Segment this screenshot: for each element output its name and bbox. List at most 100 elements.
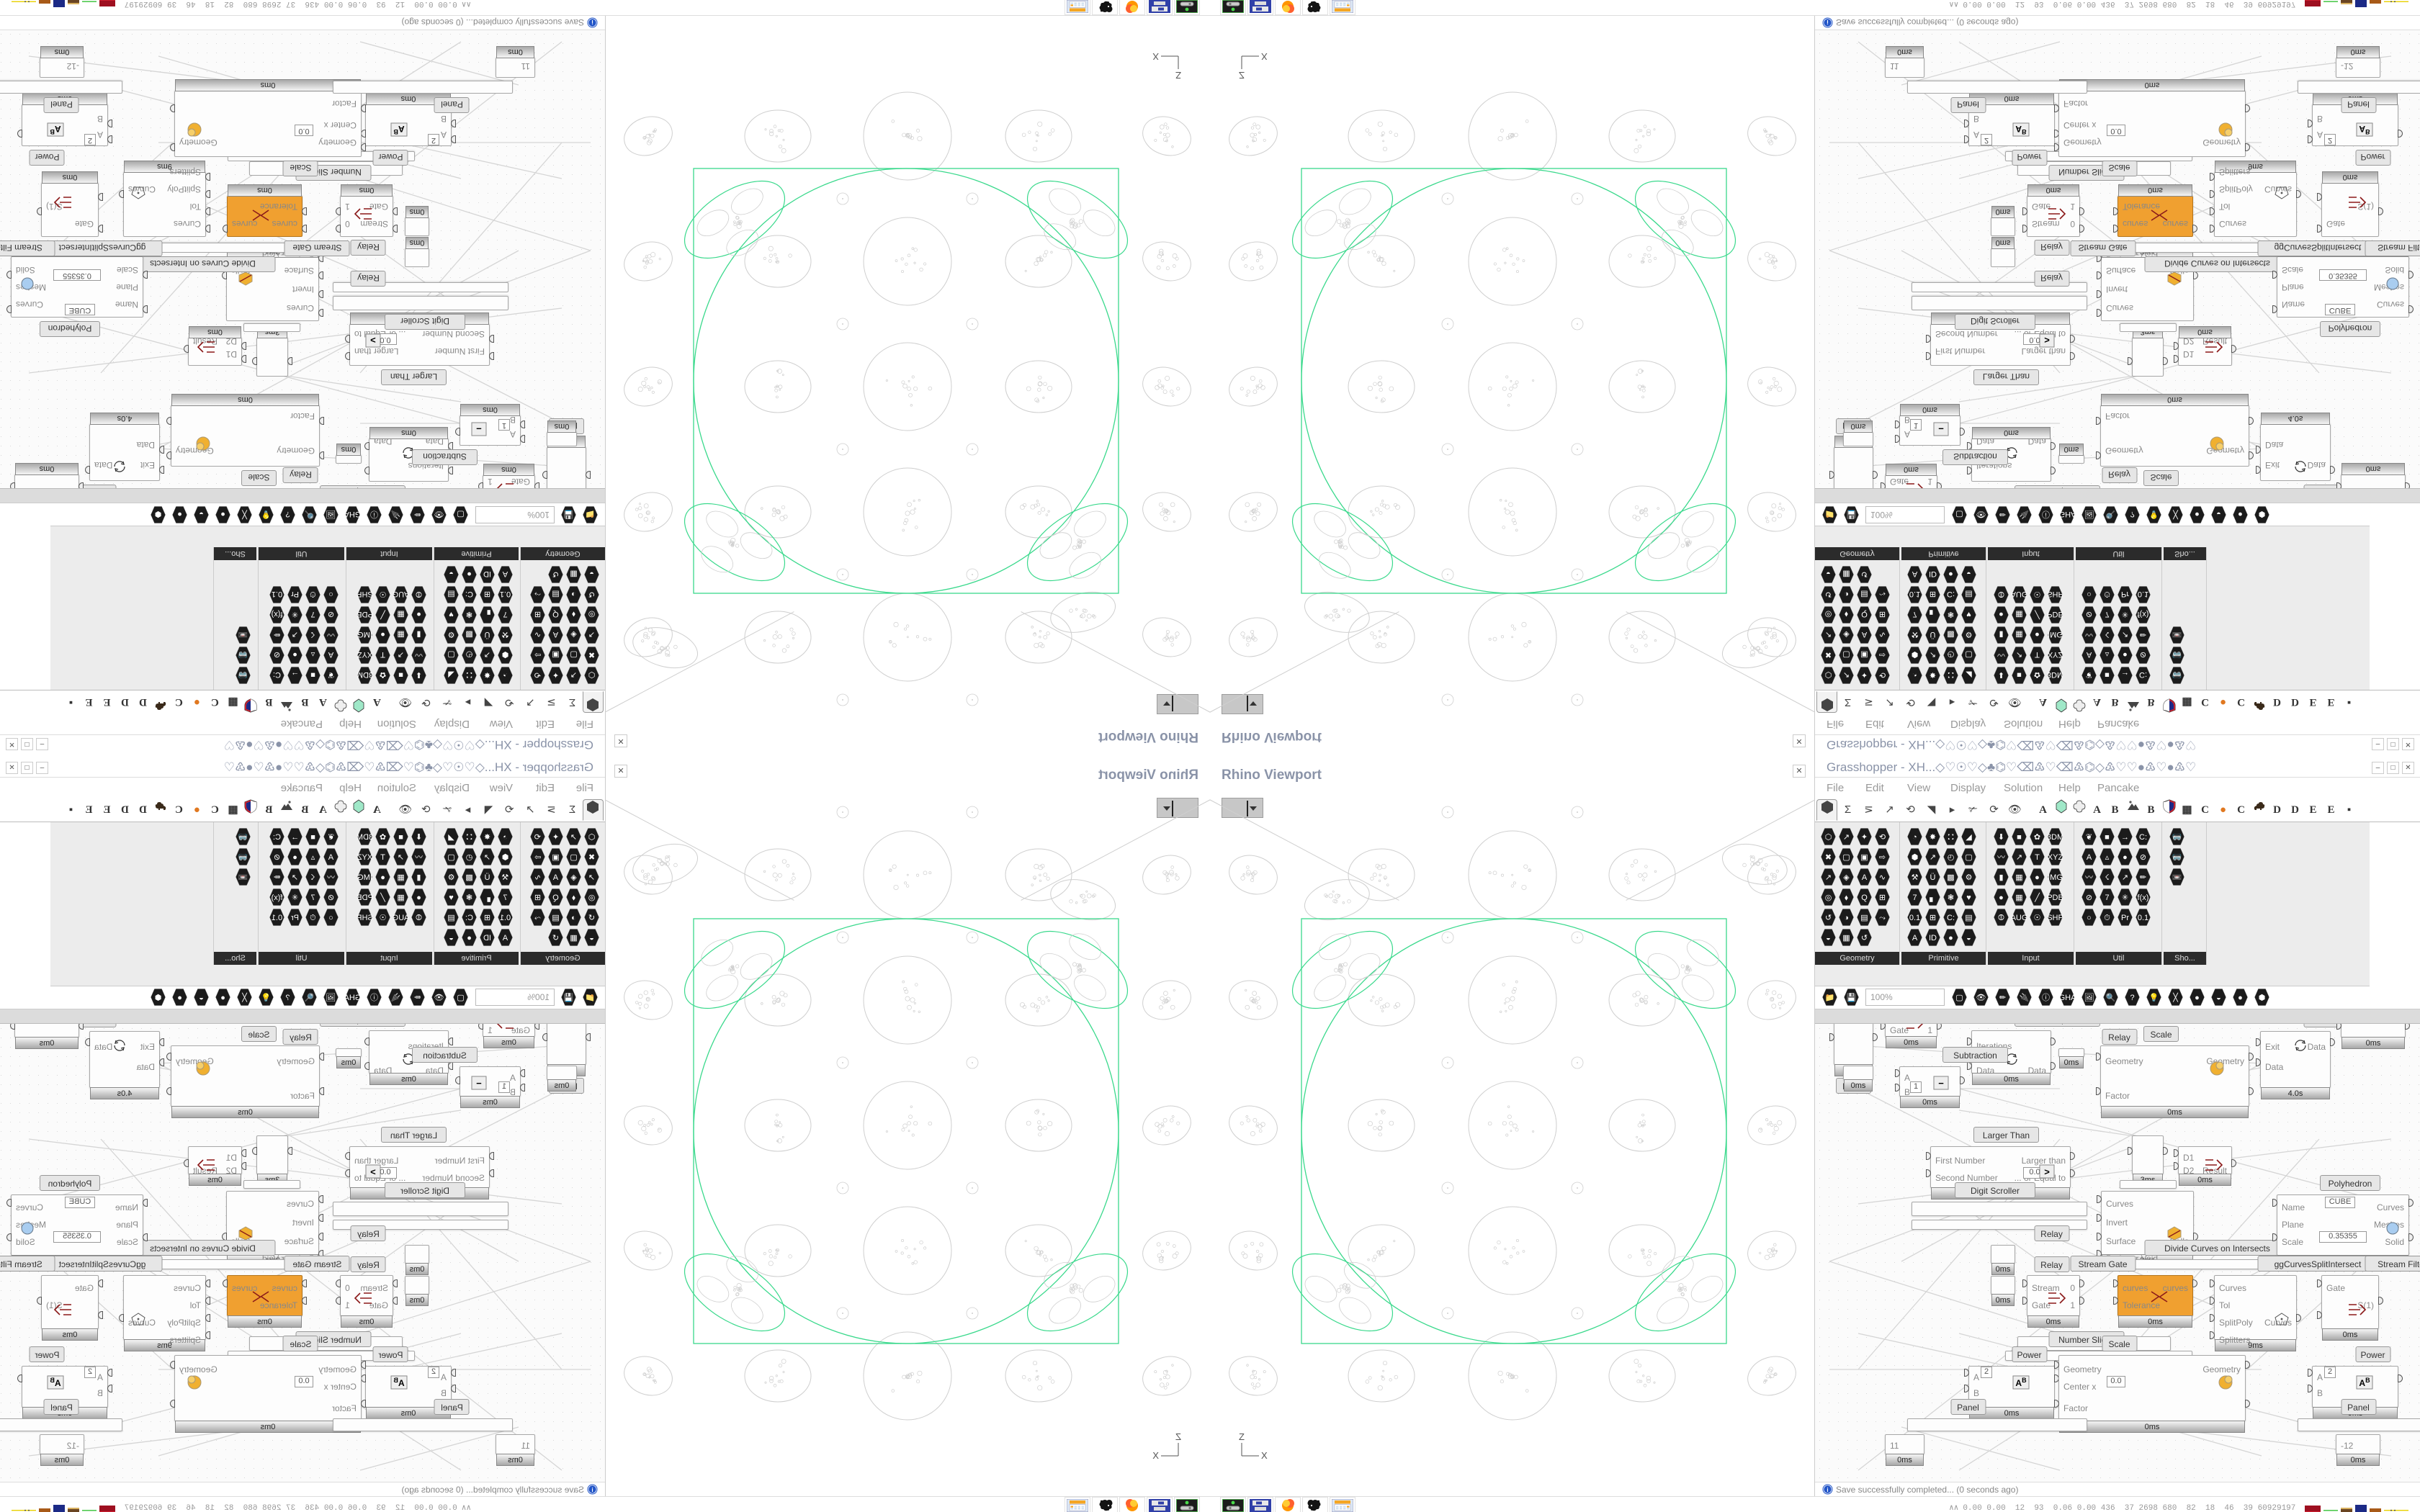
svg-text:▦: ▦ — [2015, 894, 2022, 902]
svg-text:▢: ▢ — [570, 853, 577, 862]
svg-text:■: ■ — [310, 670, 315, 679]
svg-text:▤: ▤ — [447, 914, 454, 922]
svg-text:▮: ▮ — [416, 630, 421, 639]
svg-text:i: i — [1827, 19, 1828, 25]
svg-text:✖: ✖ — [1825, 650, 1832, 659]
svg-text:A: A — [328, 853, 333, 862]
svg-text:⬢: ⬢ — [155, 994, 162, 1002]
svg-text:○: ○ — [2087, 590, 2092, 598]
svg-text:■: ■ — [310, 833, 315, 842]
svg-text:⊘: ⊘ — [2140, 650, 2146, 659]
svg-text:A: A — [2087, 853, 2092, 862]
svg-text:◑: ◑ — [571, 590, 576, 598]
svg-text:●: ● — [177, 994, 182, 1002]
svg-text:●: ● — [2035, 630, 2040, 639]
svg-text:◢: ◢ — [1966, 833, 1972, 842]
svg-text:7: 7 — [503, 894, 507, 902]
svg-text:❦: ❦ — [2086, 833, 2092, 842]
svg-text:▦: ▦ — [2015, 873, 2022, 882]
svg-text:💾: 💾 — [1847, 510, 1857, 519]
svg-text:⊞: ⊞ — [1879, 894, 1886, 902]
svg-text:SHP: SHP — [2048, 590, 2063, 598]
svg-text:?: ? — [285, 994, 290, 1002]
svg-text:╳: ╳ — [241, 992, 248, 1002]
svg-text:f(x): f(x) — [272, 610, 283, 618]
svg-text:−: − — [1938, 1078, 1944, 1089]
svg-text:●: ● — [416, 610, 421, 618]
svg-text:○: ○ — [328, 590, 333, 598]
svg-text:▩: ▩ — [465, 630, 472, 639]
svg-text:A: A — [1862, 873, 1868, 882]
svg-text:▢: ▢ — [457, 994, 464, 1002]
svg-text:🥽: 🥽 — [2172, 853, 2182, 862]
svg-text:💡: 💡 — [2149, 510, 2159, 519]
svg-text:Ü: Ü — [1930, 630, 1936, 639]
svg-text:⚒: ⚒ — [501, 873, 508, 882]
svg-text:❃: ❃ — [1948, 894, 1954, 902]
svg-text:●: ● — [220, 510, 225, 518]
svg-text:●: ● — [292, 853, 297, 862]
svg-text:⦷: ⦷ — [416, 914, 422, 922]
svg-text:●: ● — [467, 934, 472, 942]
svg-text:✏: ✏ — [1999, 994, 2007, 1002]
svg-text:●: ● — [380, 873, 385, 882]
svg-text:∿: ∿ — [534, 630, 541, 639]
svg-text:▦: ▦ — [397, 873, 404, 882]
svg-text:⊞: ⊞ — [484, 914, 490, 922]
svg-text:7: 7 — [2105, 894, 2109, 902]
svg-text:↗: ↗ — [570, 670, 577, 679]
svg-text:→: → — [291, 833, 299, 842]
svg-text:ID: ID — [1929, 570, 1937, 578]
svg-text:3DM: 3DM — [357, 670, 372, 679]
svg-text:🥽: 🥽 — [2172, 833, 2182, 842]
svg-text:⬢: ⬢ — [1912, 853, 1919, 862]
svg-text:⦷: ⦷ — [1998, 590, 2004, 598]
svg-text:▮: ▮ — [416, 873, 421, 882]
svg-text:⏱: ⏱ — [310, 914, 316, 922]
svg-text:⬢: ⬢ — [155, 510, 162, 518]
svg-text:↗: ↗ — [1825, 873, 1832, 882]
svg-text:↺: ↺ — [552, 570, 559, 578]
svg-text:⬢: ⬢ — [2259, 994, 2266, 1002]
svg-text:✿: ✿ — [2034, 833, 2040, 842]
svg-text:✏: ✏ — [273, 873, 280, 882]
svg-text:⦷: ⦷ — [416, 590, 422, 598]
svg-text:A: A — [552, 630, 558, 639]
svg-text:○: ○ — [328, 914, 333, 922]
svg-text:💾: 💾 — [563, 993, 573, 1002]
svg-text:⚙: ⚙ — [1966, 630, 1973, 639]
svg-text:◴: ◴ — [466, 650, 473, 659]
svg-text:👁: 👁 — [1976, 510, 1986, 518]
svg-text:☇: ☇ — [310, 630, 315, 639]
svg-text:◒: ◒ — [449, 934, 454, 942]
svg-text:X: X — [1152, 51, 1159, 62]
svg-text:⬡: ⬡ — [588, 833, 596, 842]
svg-text:▖: ▖ — [1929, 894, 1935, 902]
svg-text:⚒: ⚒ — [1912, 873, 1919, 882]
svg-text:▣: ▣ — [552, 853, 559, 862]
svg-text:🥽: 🥽 — [238, 670, 248, 679]
svg-text:⚙: ⚙ — [1966, 873, 1973, 882]
svg-text:🥽: 🥽 — [2172, 650, 2182, 659]
svg-text:❃: ❃ — [1948, 610, 1954, 618]
svg-text:AUG: AUG — [2012, 914, 2027, 922]
svg-text:T: T — [380, 853, 385, 862]
svg-text:💾: 💾 — [563, 510, 573, 519]
svg-text:▢: ▢ — [447, 650, 454, 659]
svg-text:⬇: ⬇ — [416, 670, 422, 679]
svg-text:◈: ◈ — [1843, 630, 1850, 639]
svg-text:IMG: IMG — [357, 873, 372, 882]
svg-text:◢: ◢ — [448, 833, 454, 842]
svg-text:♥: ♥ — [449, 610, 454, 618]
svg-text:A: A — [502, 570, 508, 578]
svg-text:●: ● — [292, 650, 297, 659]
svg-text:0.1: 0.1 — [2138, 914, 2148, 922]
svg-text:0.1: 0.1 — [500, 590, 511, 598]
svg-text:✸: ✸ — [484, 670, 490, 679]
svg-text:↗: ↗ — [292, 630, 298, 639]
svg-text:▢: ▢ — [570, 650, 577, 659]
svg-text:▤: ▤ — [1965, 590, 1972, 598]
svg-text:◎: ◎ — [588, 894, 596, 902]
svg-text:🖼: 🖼 — [326, 510, 336, 519]
svg-text:C:: C: — [273, 833, 281, 842]
